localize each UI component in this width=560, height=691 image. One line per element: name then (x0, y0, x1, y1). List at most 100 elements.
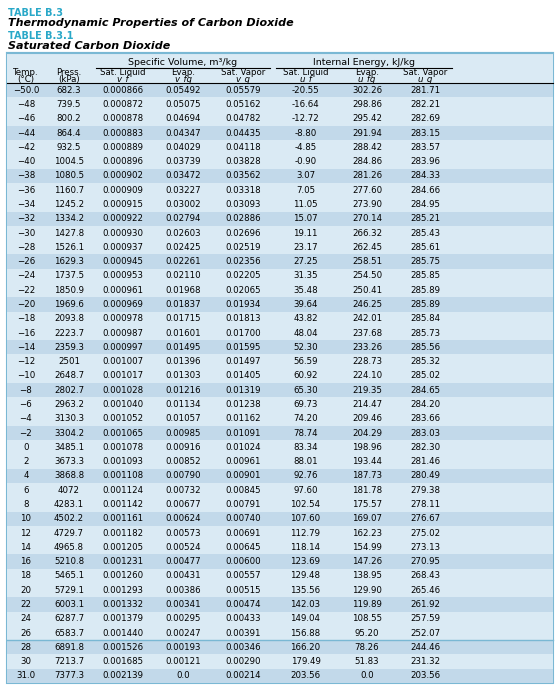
Text: -8.80: -8.80 (295, 129, 316, 138)
Text: 0.01495: 0.01495 (165, 343, 200, 352)
Text: 3868.8: 3868.8 (54, 471, 84, 480)
Text: 242.01: 242.01 (352, 314, 382, 323)
Text: 0.00600: 0.00600 (225, 557, 261, 566)
Text: 0.000937: 0.000937 (102, 243, 143, 252)
Text: Specific Volume, m³/kg: Specific Volume, m³/kg (128, 57, 237, 66)
Text: 7.05: 7.05 (296, 186, 315, 195)
Text: 154.99: 154.99 (352, 543, 382, 552)
Text: TABLE B.3: TABLE B.3 (8, 8, 63, 18)
Text: −28: −28 (17, 243, 35, 252)
Text: u_f: u_f (299, 75, 312, 84)
Text: 6287.7: 6287.7 (54, 614, 84, 623)
Text: 0.00732: 0.00732 (165, 486, 201, 495)
Text: 233.26: 233.26 (352, 343, 382, 352)
Text: 22: 22 (21, 600, 31, 609)
Text: 0.02794: 0.02794 (165, 214, 200, 223)
Text: 6583.7: 6583.7 (54, 629, 84, 638)
Bar (7, 526, 553, 540)
Text: 0.00247: 0.00247 (165, 629, 201, 638)
Text: 31.0: 31.0 (16, 672, 36, 681)
Text: Evap.: Evap. (355, 68, 379, 77)
Text: 0.00961: 0.00961 (225, 457, 261, 466)
Text: 0.000987: 0.000987 (102, 328, 143, 337)
Text: 11.05: 11.05 (293, 200, 318, 209)
Text: 0.00524: 0.00524 (165, 543, 201, 552)
Text: −4: −4 (20, 414, 32, 423)
Text: 88.01: 88.01 (293, 457, 318, 466)
Text: 0.00121: 0.00121 (165, 657, 201, 666)
Text: 97.60: 97.60 (293, 486, 318, 495)
Text: 28: 28 (21, 643, 31, 652)
Text: 0.001440: 0.001440 (102, 629, 143, 638)
Text: 0.01396: 0.01396 (165, 357, 200, 366)
Text: −12: −12 (17, 357, 35, 366)
Bar (7, 426, 553, 440)
Text: 0.03562: 0.03562 (225, 171, 261, 180)
Text: 43.82: 43.82 (293, 314, 318, 323)
Text: 83.34: 83.34 (293, 443, 318, 452)
Text: 0.02205: 0.02205 (225, 272, 261, 281)
Text: 1629.3: 1629.3 (54, 257, 84, 266)
Bar (7, 498, 553, 511)
Text: 51.83: 51.83 (354, 657, 379, 666)
Text: 0.00790: 0.00790 (165, 471, 200, 480)
Text: 56.59: 56.59 (293, 357, 318, 366)
Text: 0.02886: 0.02886 (225, 214, 261, 223)
Text: 0.04435: 0.04435 (225, 129, 261, 138)
Text: 4965.8: 4965.8 (54, 543, 84, 552)
Text: 24: 24 (21, 614, 31, 623)
Text: 268.43: 268.43 (410, 571, 441, 580)
Text: 0.02261: 0.02261 (165, 257, 201, 266)
Text: 0.03227: 0.03227 (165, 186, 201, 195)
Text: 285.89: 285.89 (410, 285, 441, 294)
Text: 283.15: 283.15 (410, 129, 441, 138)
Text: 0.001040: 0.001040 (102, 400, 143, 409)
Text: 0.00791: 0.00791 (225, 500, 261, 509)
Text: 1245.2: 1245.2 (54, 200, 84, 209)
Text: 0.00477: 0.00477 (165, 557, 201, 566)
Text: 0.01162: 0.01162 (225, 414, 261, 423)
Text: 0.04347: 0.04347 (165, 129, 201, 138)
Text: 1080.5: 1080.5 (54, 171, 84, 180)
Text: 281.71: 281.71 (410, 86, 441, 95)
Text: 0.00431: 0.00431 (165, 571, 201, 580)
Text: 142.03: 142.03 (291, 600, 320, 609)
Text: −26: −26 (17, 257, 35, 266)
Text: 277.60: 277.60 (352, 186, 382, 195)
Text: 0.001293: 0.001293 (102, 586, 143, 595)
Bar (7, 97, 553, 111)
Bar (7, 183, 553, 198)
Text: 0.001685: 0.001685 (102, 657, 143, 666)
Text: 265.46: 265.46 (410, 586, 441, 595)
Text: −46: −46 (17, 114, 35, 123)
Text: 285.73: 285.73 (410, 328, 441, 337)
Text: 52.30: 52.30 (293, 343, 318, 352)
Text: 231.32: 231.32 (410, 657, 441, 666)
Text: 112.79: 112.79 (291, 529, 320, 538)
Text: 2501: 2501 (58, 357, 80, 366)
Text: 283.57: 283.57 (410, 143, 441, 152)
Text: 285.32: 285.32 (410, 357, 441, 366)
Text: 0.00515: 0.00515 (225, 586, 261, 595)
Text: 0.001161: 0.001161 (102, 514, 143, 523)
Text: 20: 20 (21, 586, 31, 595)
Text: -12.72: -12.72 (292, 114, 319, 123)
Text: 0.00985: 0.00985 (165, 428, 200, 437)
Text: 0.05075: 0.05075 (165, 100, 201, 109)
Text: 0.01934: 0.01934 (225, 300, 261, 309)
Text: −38: −38 (17, 171, 35, 180)
Text: 0.002139: 0.002139 (102, 672, 143, 681)
Text: 682.3: 682.3 (57, 86, 81, 95)
Text: 0.05162: 0.05162 (225, 100, 261, 109)
Text: 19.11: 19.11 (293, 229, 318, 238)
Bar (7, 226, 553, 240)
Text: 0.000945: 0.000945 (102, 257, 143, 266)
Text: 23.17: 23.17 (293, 243, 318, 252)
Text: 285.61: 285.61 (410, 243, 441, 252)
Text: 284.33: 284.33 (410, 171, 441, 180)
Text: 1526.1: 1526.1 (54, 243, 84, 252)
Text: 254.50: 254.50 (352, 272, 382, 281)
Text: 0.001093: 0.001093 (102, 457, 143, 466)
Text: −50.0: −50.0 (13, 86, 39, 95)
Text: −20: −20 (17, 300, 35, 309)
